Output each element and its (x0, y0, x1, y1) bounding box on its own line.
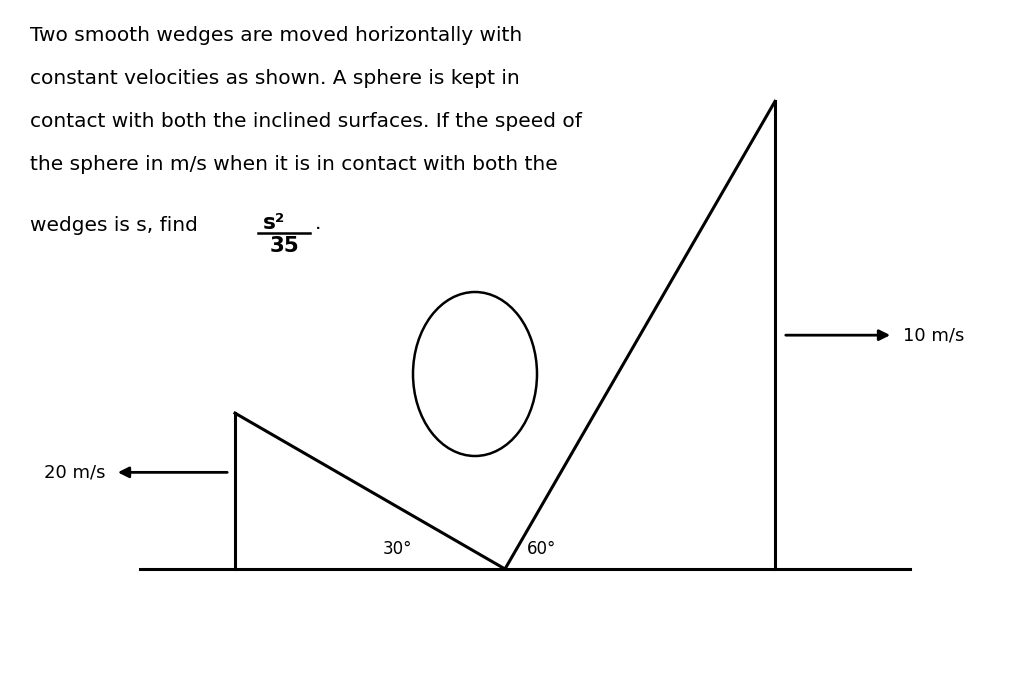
Text: 35: 35 (270, 236, 300, 256)
Text: constant velocities as shown. A sphere is kept in: constant velocities as shown. A sphere i… (30, 69, 520, 88)
Text: contact with both the inclined surfaces. If the speed of: contact with both the inclined surfaces.… (30, 112, 582, 131)
Text: the sphere in m/s when it is in contact with both the: the sphere in m/s when it is in contact … (30, 155, 558, 174)
Text: s²: s² (263, 213, 286, 233)
Text: wedges is s, find: wedges is s, find (30, 216, 198, 235)
Text: 10 m/s: 10 m/s (903, 326, 965, 344)
Text: 60°: 60° (527, 540, 556, 558)
Text: .: . (315, 214, 322, 233)
Text: Two smooth wedges are moved horizontally with: Two smooth wedges are moved horizontally… (30, 26, 522, 45)
Text: 20 m/s: 20 m/s (43, 463, 105, 481)
Text: 30°: 30° (383, 540, 413, 558)
